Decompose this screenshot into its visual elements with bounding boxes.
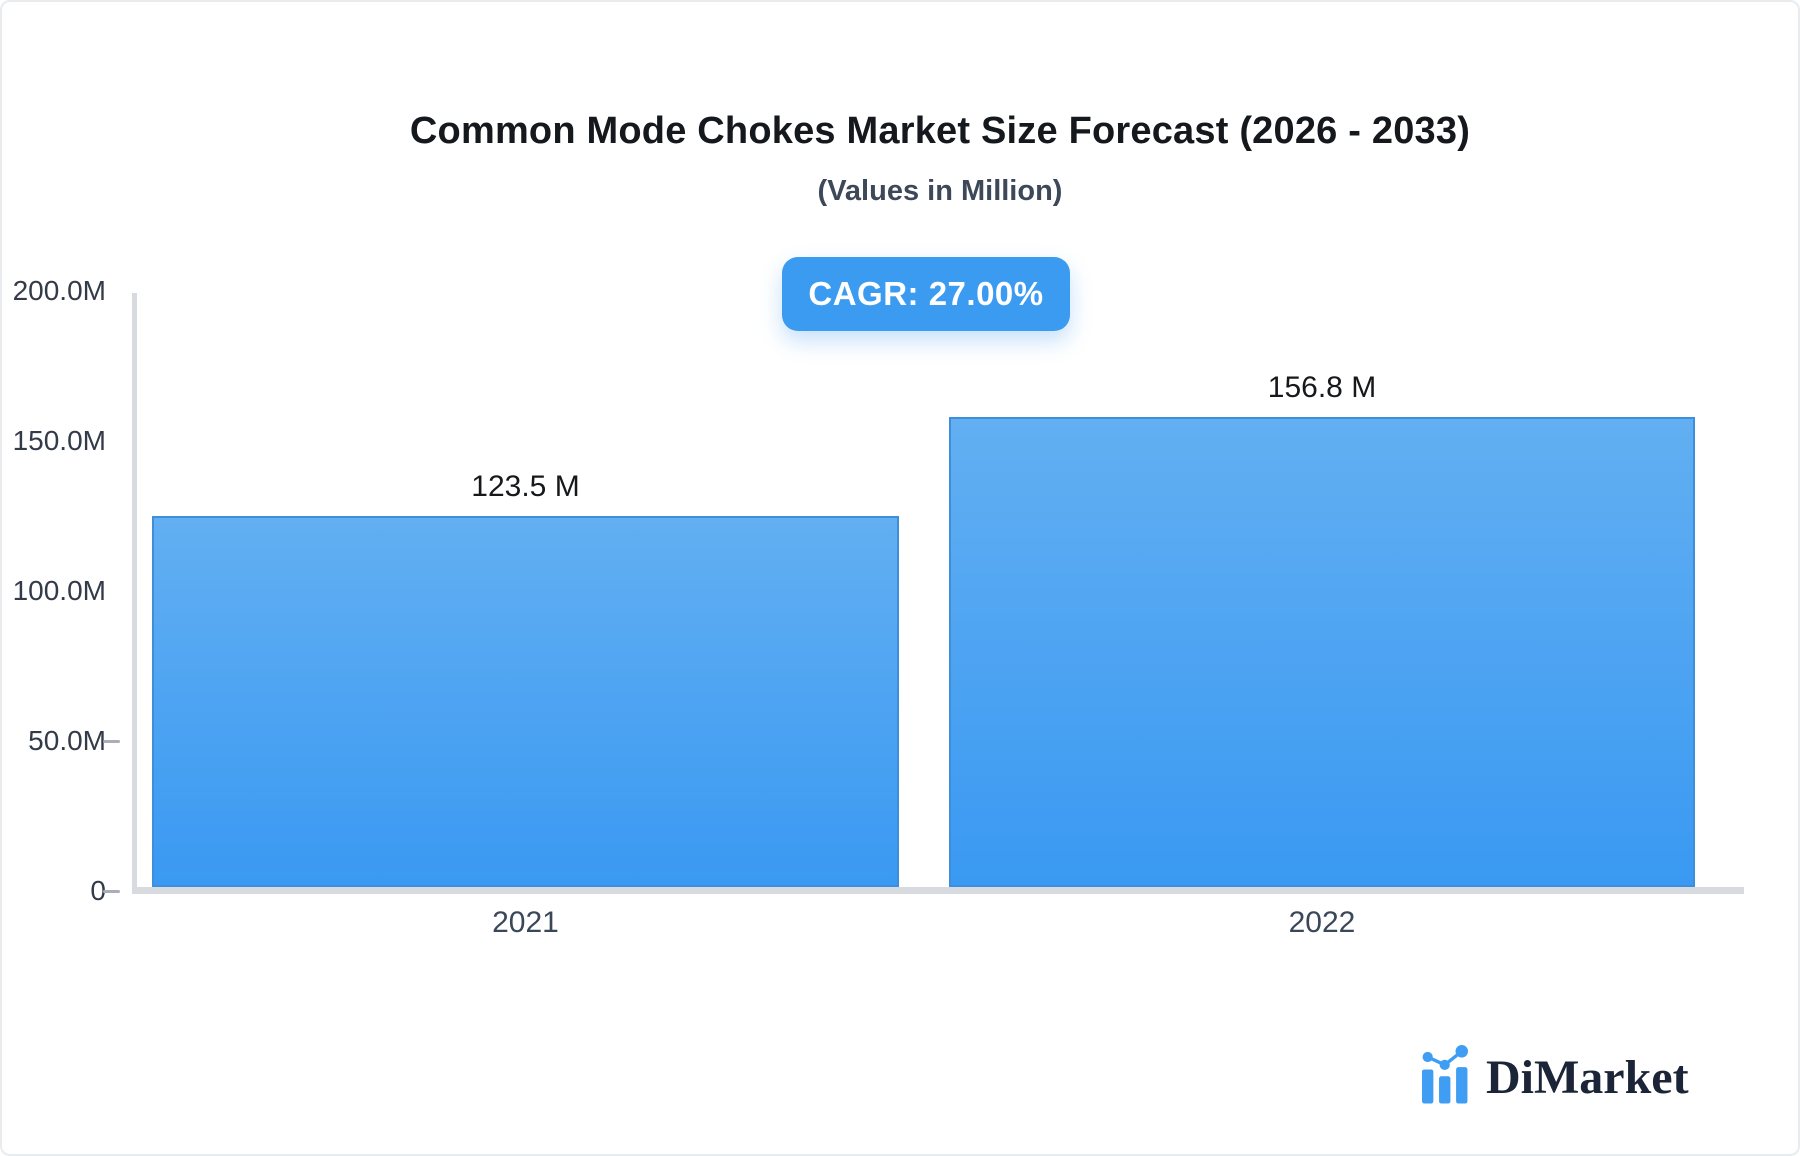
dimarket-logo-text: DiMarket <box>1486 1051 1689 1104</box>
y-axis-tick <box>103 739 120 743</box>
y-axis-label-0: 0 <box>90 875 106 906</box>
bar-value-label-2021: 123.5 M <box>471 470 580 503</box>
cagr-badge-label: CAGR: 27.00% <box>808 275 1044 312</box>
x-axis-label-2021: 2021 <box>492 906 559 939</box>
cagr-badge: CAGR: 27.00% <box>782 257 1070 331</box>
bar-2021[interactable] <box>152 516 899 887</box>
chart-title: Common Mode Chokes Market Size Forecast … <box>409 110 1471 152</box>
chart-subtitle: (Values in Million) <box>817 175 1063 207</box>
y-axis-tick <box>103 889 120 893</box>
x-axis-label-2022: 2022 <box>1288 906 1356 939</box>
dimarket-logo: DiMarket <box>1422 1044 1689 1104</box>
x-axis-line <box>132 887 1744 894</box>
y-axis-label-100.0M: 100.0M <box>12 575 106 606</box>
y-axis-label-50.0M: 50.0M <box>28 725 106 756</box>
y-axis-label-150.0M: 150.0M <box>12 425 106 456</box>
y-axis-label-200.0M: 200.0M <box>12 275 106 306</box>
bar-value-label-2022: 156.8 M <box>1267 371 1377 404</box>
chart-header: Common Mode Chokes Market Size Forecast … <box>82 110 1798 208</box>
y-axis-line <box>132 293 137 894</box>
bar-2022[interactable] <box>949 417 1695 887</box>
bar-chart-icon <box>1422 1045 1469 1104</box>
